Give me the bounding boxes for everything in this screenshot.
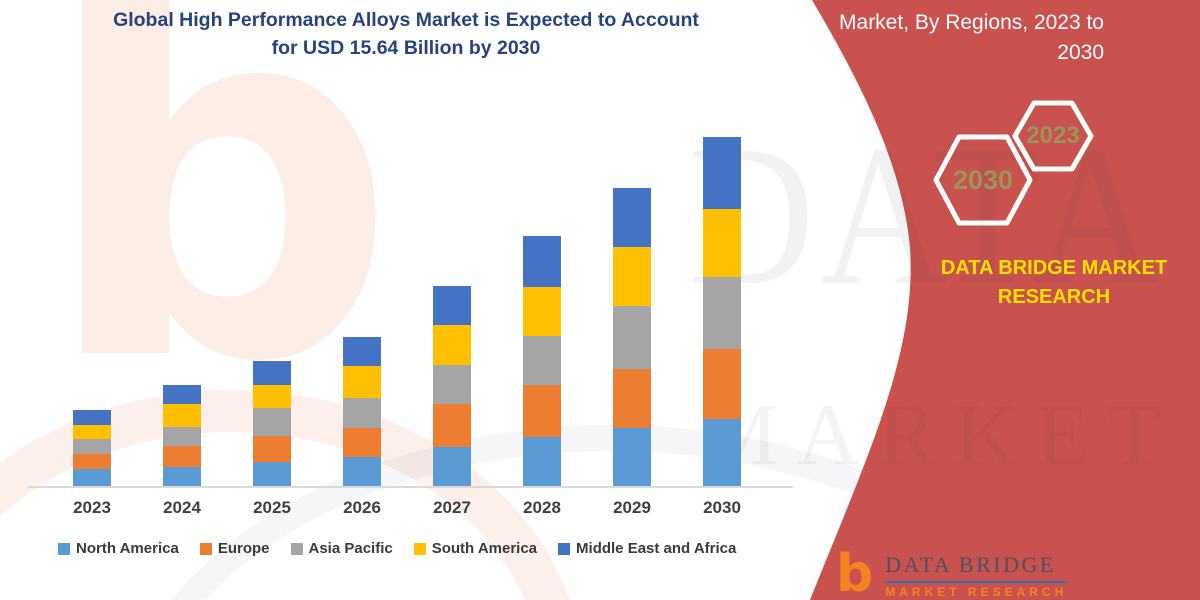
bar-segment-2026-south-america [343,366,381,398]
ribbon-title-line2: 2030 [1057,41,1104,64]
bar-segment-2027-north-america [433,446,471,487]
bar-segment-2030-asia-pacific [703,276,741,349]
bar-segment-2023-europe [73,454,111,469]
x-axis-label-2030: 2030 [703,498,741,517]
chart-bar-2029 [613,188,651,487]
bar-segment-2024-asia-pacific [163,426,201,446]
chart-bar-2023 [73,409,111,487]
chart-bar-2024 [163,385,201,487]
bar-segment-2029-europe [613,369,651,428]
hexagon-2030-outline [933,134,1033,226]
brand-text-line2: RESEARCH [997,286,1111,308]
bar-segment-2026-north-america [343,457,381,487]
bar-segment-2030-middle-east-and-africa [703,137,741,209]
x-axis-label-2029: 2029 [613,498,651,517]
legend-label: North America [76,540,179,557]
x-axis-label-2027: 2027 [433,498,471,517]
bar-segment-2027-europe [433,403,471,447]
hexagon-2023-label: 2023 [1026,122,1080,149]
legend-item-asia-pacific: Asia Pacific [290,540,393,557]
bar-segment-2026-europe [343,427,381,458]
ribbon-title: Market, By Regions, 2023 to 2030 [774,8,1104,68]
bar-segment-2024-europe [163,445,201,468]
watermark-text-marketresearch: MARKET RESEARCH [700,387,1200,484]
hexagon-2023-outline [1012,100,1094,172]
bar-segment-2023-asia-pacific [73,439,111,455]
watermark-text-databridge: DATA BRIDGE [688,103,1200,327]
hexagon-2030-label: 2030 [952,164,1014,195]
bar-segment-2029-south-america [613,246,651,307]
bar-segment-2025-north-america [253,461,291,487]
bar-segment-2025-south-america [253,384,291,409]
hexagon-2023: 2023 [1012,100,1094,172]
bar-segment-2024-south-america [163,404,201,427]
bar-segment-2030-south-america [703,208,741,277]
x-axis-label-2023: 2023 [73,498,111,517]
legend-item-middle-east-and-africa: Middle East and Africa [558,540,736,557]
bar-segment-2023-south-america [73,425,111,440]
bar-segment-2030-north-america [703,418,741,487]
legend-swatch-icon [58,542,70,555]
bar-segment-2023-middle-east-and-africa [73,409,111,426]
plot-area [73,137,741,487]
bar-segment-2023-north-america [73,468,111,487]
bar-segment-2027-south-america [433,325,471,366]
chart-legend: North America Europe Asia Pacific South Ame… [58,540,736,557]
bar-segment-2025-middle-east-and-africa [253,360,291,385]
ribbon-title-line1: Market, By Regions, 2023 to [839,11,1104,34]
bar-segment-2028-asia-pacific [523,336,561,385]
bar-segment-2028-south-america [523,287,561,337]
chart-title-line2: for USD 15.64 Billion by 2030 [271,37,541,59]
bar-segment-2026-asia-pacific [343,397,381,428]
x-axis-labels: 2023 2024 2025 2026 2027 2028 2029 2030 [0,498,800,522]
chart-title-line1: Global High Performance Alloys Market is… [113,9,699,31]
bar-segment-2029-north-america [613,427,651,487]
brand-text-line1: DATA BRIDGE MARKET [940,257,1168,279]
legend-item-europe: Europe [199,540,270,557]
footer-logo-swoosh-icon [832,592,890,600]
bar-segment-2030-europe [703,348,741,419]
chart-bar-2026 [343,337,381,487]
bar-segment-2025-europe [253,436,291,462]
bar-segment-2027-asia-pacific [433,365,471,404]
bar-segment-2024-north-america [163,467,201,487]
x-axis-line [28,486,793,488]
legend-swatch-icon [558,542,571,555]
legend-swatch-icon [199,542,212,555]
brand-text: DATA BRIDGE MARKET RESEARCH [928,254,1180,312]
bar-segment-2025-asia-pacific [253,408,291,437]
chart-bar-2030 [703,137,741,487]
x-axis-label-2024: 2024 [163,498,201,517]
bar-segment-2028-europe [523,384,561,437]
footer-logo-name: DATA BRIDGE [885,552,1068,583]
legend-label: Middle East and Africa [576,540,737,557]
bar-segment-2024-middle-east-and-africa [163,385,201,405]
hexagon-2030: 2030 [933,134,1033,226]
chart-title: Global High Performance Alloys Market is… [50,6,762,62]
legend-item-south-america: South America [413,540,538,557]
footer-logo: b DATA BRIDGE MARKET RESEARCH [836,548,1068,600]
legend-label: Asia Pacific [308,540,393,557]
watermark-b-logo: b [40,0,398,471]
x-axis-label-2026: 2026 [343,498,381,517]
legend-swatch-icon [290,542,303,555]
bar-segment-2027-middle-east-and-africa [433,286,471,326]
legend-item-north-america: North America [58,540,179,557]
legend-swatch-icon [413,542,426,555]
bar-segment-2026-middle-east-and-africa [343,337,381,367]
bar-segment-2028-north-america [523,436,561,487]
x-axis-label-2025: 2025 [253,498,291,517]
x-axis-label-2028: 2028 [523,498,561,517]
bar-segment-2029-middle-east-and-africa [613,188,651,247]
footer-logo-subtitle: MARKET RESEARCH [885,585,1068,599]
bar-segment-2029-asia-pacific [613,306,651,370]
bar-segment-2028-middle-east-and-africa [523,236,561,288]
chart-bar-2025 [253,360,291,487]
legend-label: South America [431,540,538,557]
legend-label: Europe [217,540,270,557]
chart-bar-2027 [433,286,471,487]
chart-bar-2028 [523,236,561,487]
